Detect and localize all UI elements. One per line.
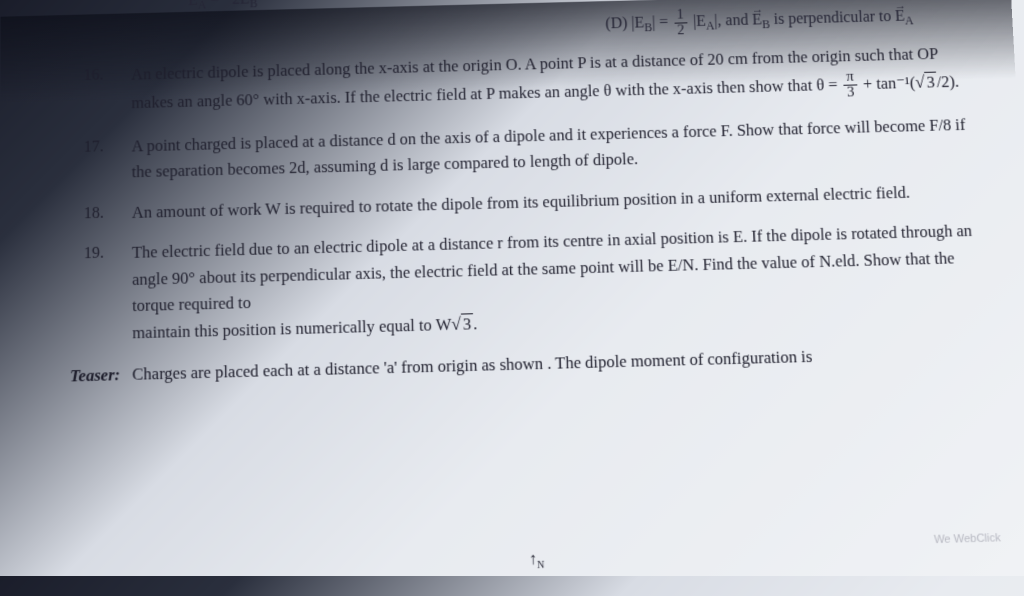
teaser-line2: configuration is <box>707 347 813 369</box>
q16-line3b: + tan⁻¹( <box>858 73 915 93</box>
question-17: 17. A point charged is placed at a dista… <box>70 112 981 188</box>
question-19: 19. The electric field due to an electri… <box>70 218 989 349</box>
q16-body: An electric dipole is placed along the x… <box>131 41 977 120</box>
q17-num: 17. <box>70 134 104 187</box>
q18-num: 18. <box>70 201 104 228</box>
q18-line2: uniform external electric field. <box>709 183 911 207</box>
watermark: We WebClick <box>934 532 1001 546</box>
q16-line3a: an angle θ with the x-axis then show tha… <box>544 75 842 101</box>
q18-line1: An amount of work W is required to rotat… <box>132 188 705 222</box>
q16-line3c: /2). <box>936 72 959 91</box>
teaser-body: Charges are placed each at a distance 'a… <box>132 344 813 389</box>
q19-line4b: . <box>473 314 478 333</box>
diagram-arrow-icon: ↑N <box>529 550 545 571</box>
opt-left: EA = −2EB <box>188 0 258 13</box>
question-16: 16. An electric dipole is placed along t… <box>70 41 977 122</box>
q19-body: The electric field due to an electric di… <box>132 218 989 348</box>
page: EA = −2EB (D) EA = 2EB (D) |EB| = 12 |EA… <box>0 0 1024 412</box>
q16-line1: An electric dipole is placed along the x… <box>131 50 724 84</box>
q17-body: A point charged is placed at a distance … <box>131 112 980 186</box>
q17-line3: compared to length of dipole. <box>444 150 638 174</box>
question-18: 18. An amount of work W is required to r… <box>70 178 983 228</box>
q18-body: An amount of work W is required to rotat… <box>132 178 983 226</box>
teaser-line1: Charges are placed each at a distance 'a… <box>132 350 703 384</box>
q19-num: 19. <box>70 241 104 349</box>
teaser-label: Teaser: <box>70 362 120 390</box>
teaser: Teaser: Charges are placed each at a dis… <box>70 339 992 390</box>
q16-num: 16. <box>70 63 104 121</box>
q19-line4a: maintain this position is numerically eq… <box>132 315 451 343</box>
